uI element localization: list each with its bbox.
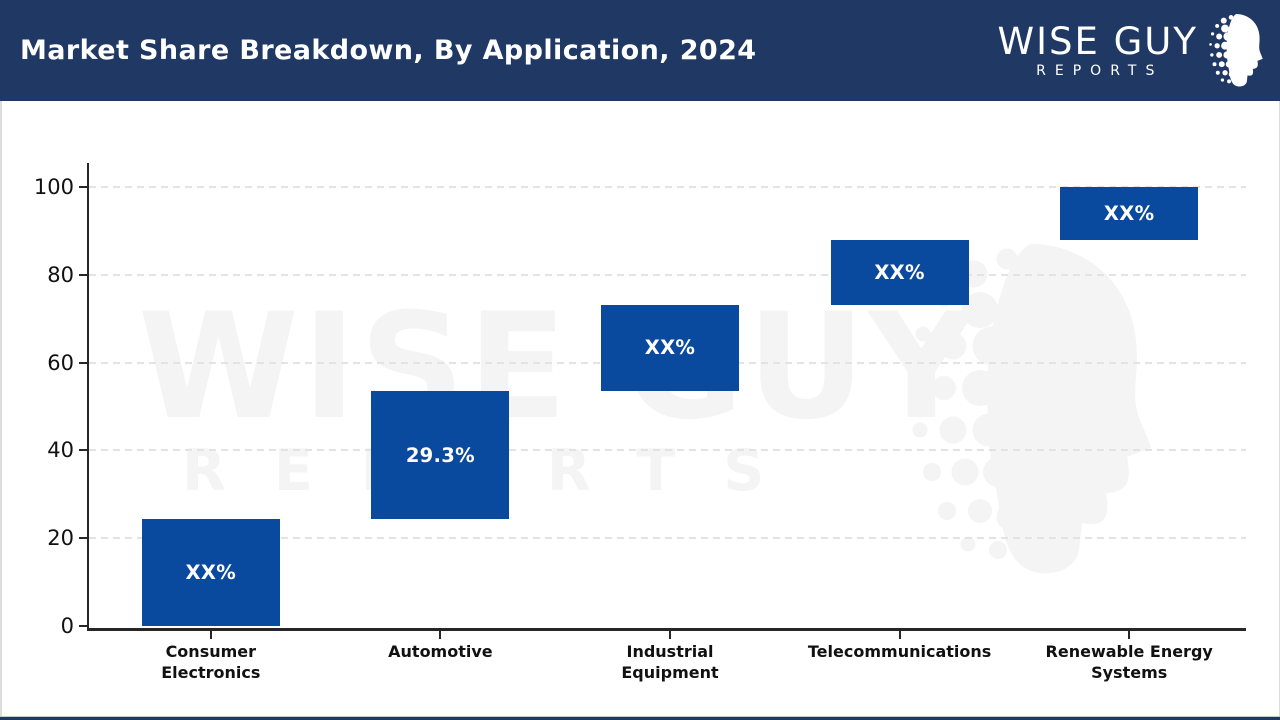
bar: XX% <box>1060 187 1199 240</box>
y-tick-mark <box>79 625 87 627</box>
watermark-wordmark: WISE GUY <box>138 282 978 452</box>
header-bar: Market Share Breakdown, By Application, … <box>0 0 1280 101</box>
bar-value-label: XX% <box>185 561 237 585</box>
x-category-label: Automotive <box>388 642 493 661</box>
y-tick-mark <box>79 361 87 364</box>
y-axis <box>87 163 89 631</box>
bar: 29.3% <box>371 390 510 520</box>
x-tick-mark <box>1128 631 1131 639</box>
x-axis <box>87 628 1246 631</box>
wise-guy-logo: WISE GUY REPORTS <box>998 11 1266 91</box>
gridline <box>89 273 1246 276</box>
y-tick-mark <box>79 537 87 540</box>
bar-value-label: 29.3% <box>405 443 475 467</box>
x-category-label: Telecommunications <box>807 642 992 661</box>
bar-value-label: XX% <box>644 336 696 360</box>
gridline <box>89 537 1246 540</box>
x-category-label: Consumer Electronics <box>161 642 261 682</box>
y-tick-label: 0 <box>60 614 74 638</box>
x-tick-mark <box>209 631 212 639</box>
x-tick-mark <box>439 631 442 639</box>
y-tick-mark <box>79 186 87 188</box>
left-edge-divider <box>0 101 2 717</box>
x-tick-mark <box>669 631 671 639</box>
logo-wordmark: WISE GUY <box>997 19 1198 63</box>
footer-divider <box>0 716 1280 717</box>
y-tick-label: 80 <box>47 262 74 287</box>
footer-bar <box>0 717 1280 720</box>
logo-subtext: REPORTS <box>1036 62 1164 79</box>
x-category-label: Renewable Energy Systems <box>1045 642 1213 682</box>
gridline <box>89 449 1246 452</box>
bar: XX% <box>601 304 739 391</box>
gridline <box>89 186 1246 188</box>
bar: XX% <box>830 239 969 305</box>
bar: XX% <box>141 519 280 626</box>
y-tick-mark <box>79 273 87 276</box>
x-category-label: Industrial Equipment <box>621 642 719 682</box>
x-tick-mark <box>898 631 901 639</box>
y-tick-label: 60 <box>47 350 74 375</box>
y-tick-label: 100 <box>33 175 74 199</box>
y-tick-mark <box>79 449 87 452</box>
logo-text: WISE GUY REPORTS <box>997 19 1198 80</box>
y-tick-label: 20 <box>47 526 74 551</box>
y-tick-label: 40 <box>47 438 74 463</box>
page-title: Market Share Breakdown, By Application, … <box>20 35 757 66</box>
bar-value-label: XX% <box>1103 201 1155 225</box>
bar-value-label: XX% <box>874 260 925 284</box>
